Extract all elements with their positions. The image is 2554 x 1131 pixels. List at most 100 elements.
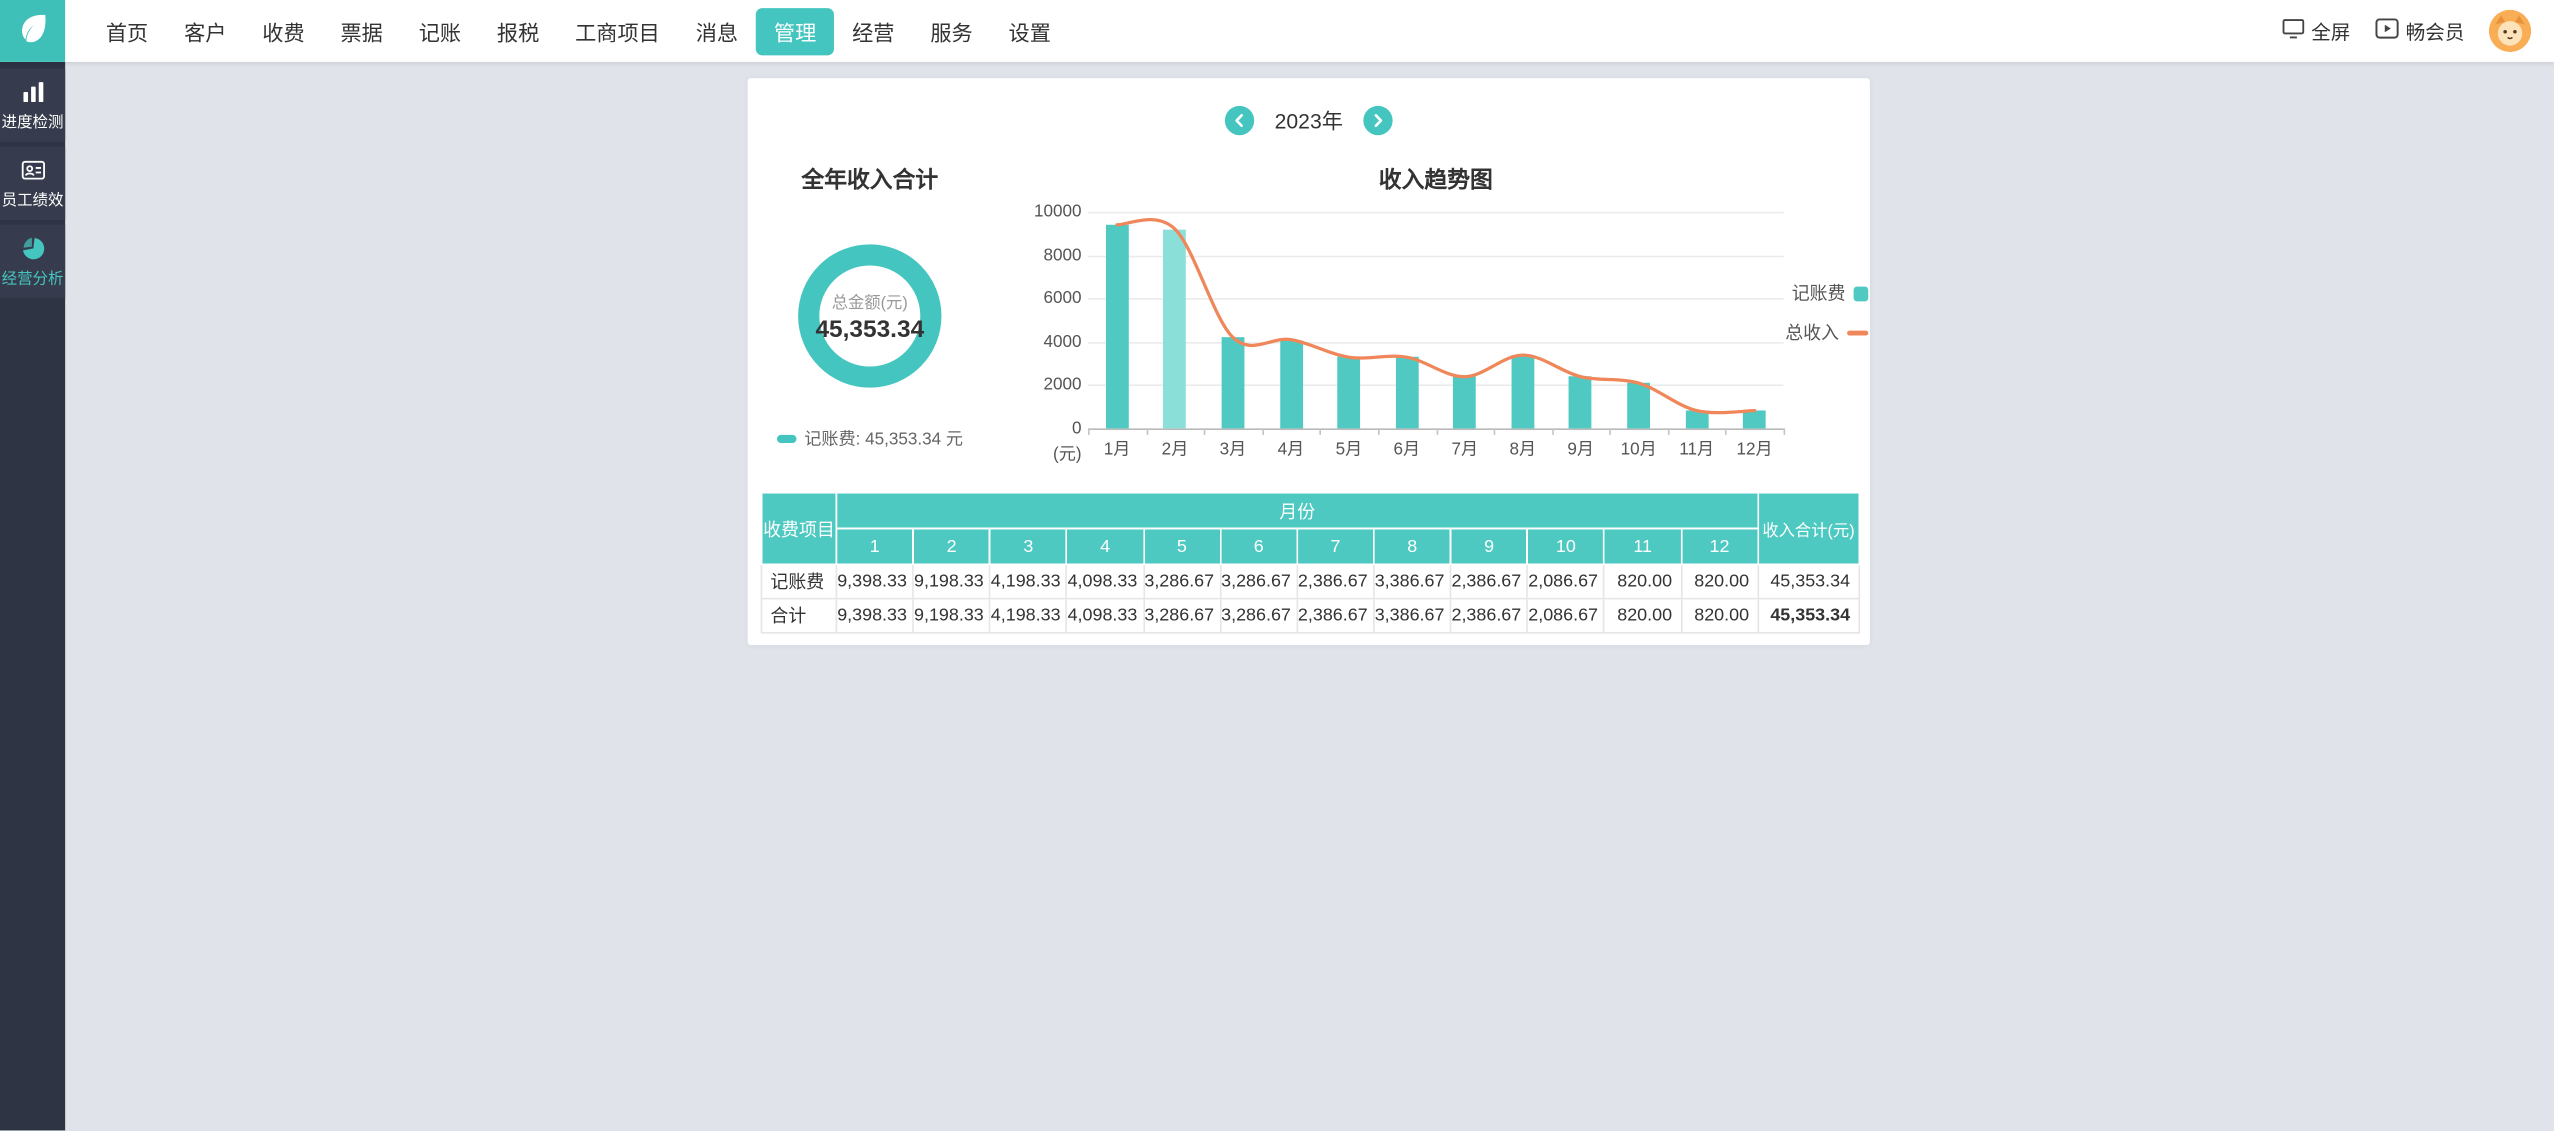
table-header-month-1: 1 (835, 527, 915, 566)
legend-item-line-series[interactable]: 总收入 (1784, 319, 1869, 345)
sidebar-item-staff-performance[interactable]: 员工绩效 (0, 146, 66, 220)
cell-value: 4,198.33 (989, 597, 1068, 634)
table-header-month-3: 3 (989, 527, 1068, 566)
nav-item-services[interactable]: 服务 (930, 20, 973, 45)
cell-value: 9,398.33 (835, 563, 915, 600)
x-axis-tick (1667, 428, 1670, 435)
cell-value: 4,198.33 (989, 563, 1068, 600)
x-tick-label-7月: 7月 (1451, 439, 1479, 460)
y-tick-label-2000: 2000 (1043, 375, 1082, 395)
bar-5月 (1337, 357, 1361, 429)
year-label: 2023年 (1274, 109, 1343, 134)
x-axis-tick (1146, 428, 1148, 435)
row-project-label: 记账费 (760, 563, 838, 600)
table-header-month-6: 6 (1219, 527, 1298, 566)
chart-ylabels: 0 2000 4000 6000 8000 10000 (1003, 202, 1082, 438)
member-button[interactable]: 畅会员 (2375, 17, 2464, 45)
cell-value: 2,086.67 (1526, 563, 1606, 600)
income-table: 收费项目 月份 收入合计(元) 1 2 3 4 5 6 7 8 9 10 11 12 记账费 9,398.33 9… (760, 491, 1860, 634)
bar-legend-marker-icon (1853, 285, 1869, 301)
table-header-month-4: 4 (1065, 527, 1145, 566)
x-tick-label-4月: 4月 (1277, 439, 1305, 460)
table-row-0: 记账费 9,398.33 9,198.33 4,198.33 4,098.33 3,286… (760, 563, 1860, 600)
cell-value: 9,398.33 (835, 597, 915, 634)
nav-item-home[interactable]: 首页 (105, 20, 149, 45)
sidebar-items: 进度检测员工绩效经营分析 (0, 62, 66, 299)
next-year-button[interactable] (1364, 105, 1394, 135)
nav-item-invoices[interactable]: 票据 (340, 20, 383, 45)
nav-item-customers[interactable]: 客户 (184, 20, 227, 45)
y-tick-label-4000: 4000 (1043, 331, 1082, 352)
cell-value: 2,086.67 (1526, 597, 1606, 634)
pie-chart-icon (20, 236, 44, 260)
cell-value: 3,386.67 (1373, 597, 1452, 634)
donut-legend-text: 记账费: 45,353.34 元 (804, 430, 964, 450)
income-trend-chart: 收入趋势图 0 2000 4000 6000 8000 10000 (元) 1月 2月 3月 4… (992, 163, 1870, 464)
table-header-month-5: 5 (1142, 527, 1222, 566)
dashboard-card: 2023年 全年收入合计 总金额(元) 45,353.34 记账费: 45,35… (747, 78, 1870, 646)
table-header-month-8: 8 (1373, 527, 1452, 566)
donut-value: 45,353.34 (815, 315, 925, 344)
legend-label: 记账费 (1791, 285, 1846, 305)
x-axis-tick (1203, 428, 1206, 435)
sidebar-item-progress-monitor[interactable]: 进度检测 (0, 68, 66, 142)
row-project-label: 合计 (760, 597, 838, 634)
topnav-items: 首页 客户 收费 票据 记账 报税 工商项目 消息 管理 经营 服务 设置 (88, 7, 1069, 55)
sidebar-item-business-analysis[interactable]: 经营分析 (0, 224, 66, 299)
prev-year-button[interactable] (1224, 105, 1254, 135)
table-header-month-12: 12 (1680, 527, 1759, 566)
nav-item-messages[interactable]: 消息 (695, 20, 739, 45)
cell-value: 3,286.67 (1219, 563, 1298, 600)
x-axis-tick (1725, 428, 1728, 435)
cell-value: 2,386.67 (1449, 563, 1529, 600)
table-header-month-9: 9 (1449, 527, 1529, 566)
nav-item-management[interactable]: 管理 (755, 7, 835, 55)
gridline-2000 (1088, 385, 1784, 387)
nav-item-business-projects[interactable]: 工商项目 (575, 20, 660, 45)
x-axis-tick (1609, 428, 1612, 435)
cell-value: 9,198.33 (912, 563, 991, 600)
x-tick-label-8月: 8月 (1509, 439, 1537, 460)
cell-value: 2,386.67 (1296, 563, 1375, 600)
table-header-month-10: 10 (1526, 527, 1606, 566)
sidebar-item-label: 员工绩效 (1, 192, 64, 211)
bar-6月 (1395, 357, 1419, 429)
nav-item-tax-filing[interactable]: 报税 (496, 20, 540, 45)
cell-value: 9,198.33 (912, 597, 991, 634)
cell-value: 4,098.33 (1065, 597, 1145, 634)
table-header-total: 收入合计(元) (1757, 491, 1860, 566)
app-logo[interactable] (0, 0, 66, 62)
donut-legend[interactable]: 记账费: 45,353.34 元 (748, 427, 992, 451)
bar-chart-icon (20, 80, 44, 104)
chart-legend: 记账费总收入 (1784, 280, 1869, 345)
member-video-icon (2375, 18, 2399, 44)
y-tick-label-6000: 6000 (1043, 288, 1082, 309)
x-tick-label-3月: 3月 (1219, 439, 1247, 460)
cell-value: 820.00 (1603, 597, 1682, 634)
legend-item-bar-series[interactable]: 记账费 (1784, 280, 1869, 306)
user-avatar[interactable] (2488, 9, 2532, 53)
bar-3月 (1221, 337, 1245, 429)
topnav-right: 全屏 畅会员 (2282, 9, 2554, 53)
x-axis-tick (1435, 428, 1438, 435)
bar-10月 (1627, 383, 1651, 429)
cell-value: 820.00 (1680, 563, 1759, 600)
legend-capsule-icon (776, 434, 797, 444)
fullscreen-button[interactable]: 全屏 (2282, 17, 2350, 45)
gridline-6000 (1088, 298, 1784, 301)
table-row-1: 合计 9,398.33 9,198.33 4,198.33 4,098.33 3,286.… (760, 597, 1860, 634)
x-axis-tick (1319, 428, 1322, 435)
main-content: 2023年 全年收入合计 总金额(元) 45,353.34 记账费: 45,35… (65, 61, 2554, 1131)
x-axis-tick (1377, 428, 1380, 435)
donut-label: 总金额(元) (831, 294, 908, 313)
nav-item-operations[interactable]: 经营 (852, 20, 895, 45)
x-tick-label-10月: 10月 (1620, 439, 1657, 460)
nav-item-bookkeeping[interactable]: 记账 (418, 20, 462, 45)
x-tick-label-5月: 5月 (1335, 439, 1363, 460)
cell-value: 2,386.67 (1449, 597, 1529, 634)
x-tick-label-12月: 12月 (1736, 439, 1773, 460)
nav-item-settings[interactable]: 设置 (1008, 20, 1051, 45)
table-header-month-7: 7 (1296, 527, 1375, 566)
nav-item-fees[interactable]: 收费 (262, 20, 305, 45)
trend-line-svg (1115, 218, 1757, 415)
